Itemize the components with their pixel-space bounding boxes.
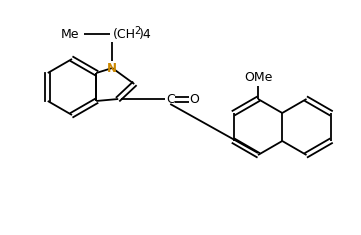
Text: )4: )4 [139, 27, 152, 40]
Text: C: C [166, 93, 175, 106]
Text: O: O [189, 93, 199, 106]
Text: 2: 2 [134, 26, 140, 36]
Text: Me: Me [61, 27, 79, 40]
Text: OMe: OMe [244, 70, 272, 83]
Text: (CH: (CH [113, 27, 136, 40]
Text: N: N [107, 62, 117, 74]
